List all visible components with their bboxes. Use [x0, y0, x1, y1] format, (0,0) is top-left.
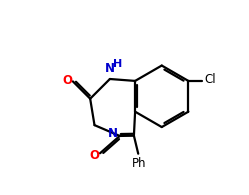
- Text: N: N: [105, 62, 115, 75]
- Text: O: O: [62, 74, 73, 87]
- Text: Cl: Cl: [204, 74, 216, 86]
- Text: O: O: [89, 149, 99, 162]
- Text: H: H: [113, 59, 122, 69]
- Text: Ph: Ph: [132, 157, 147, 170]
- Text: N: N: [108, 127, 118, 140]
